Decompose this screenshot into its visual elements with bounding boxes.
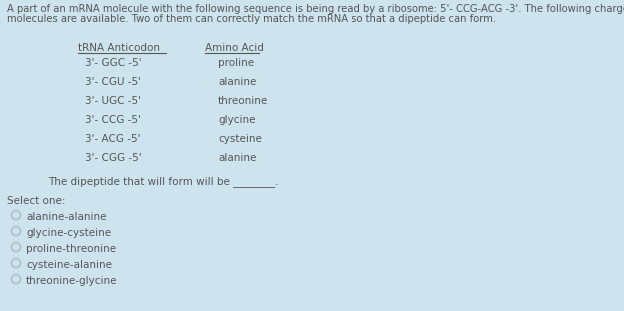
Text: proline-threonine: proline-threonine: [26, 244, 116, 254]
Text: tRNA Anticodon: tRNA Anticodon: [78, 43, 160, 53]
Text: 3'- CGG -5': 3'- CGG -5': [85, 153, 142, 163]
Text: cysteine-alanine: cysteine-alanine: [26, 260, 112, 270]
Text: alanine-alanine: alanine-alanine: [26, 212, 107, 222]
Text: proline: proline: [218, 58, 254, 68]
Text: The dipeptide that will form will be ________.: The dipeptide that will form will be ___…: [48, 176, 278, 187]
Text: threonine-glycine: threonine-glycine: [26, 276, 117, 286]
Text: 3'- ACG -5': 3'- ACG -5': [85, 134, 140, 144]
Text: 3'- CGU -5': 3'- CGU -5': [85, 77, 141, 87]
Text: Amino Acid: Amino Acid: [205, 43, 264, 53]
Text: 3'- GGC -5': 3'- GGC -5': [85, 58, 142, 68]
Text: threonine: threonine: [218, 96, 268, 106]
Text: alanine: alanine: [218, 77, 256, 87]
Text: cysteine: cysteine: [218, 134, 262, 144]
Text: molecules are available. Two of them can correctly match the mRNA so that a dipe: molecules are available. Two of them can…: [7, 14, 496, 24]
Text: glycine: glycine: [218, 115, 255, 125]
Text: 3'- UGC -5': 3'- UGC -5': [85, 96, 141, 106]
Text: A part of an mRNA molecule with the following sequence is being read by a riboso: A part of an mRNA molecule with the foll…: [7, 4, 624, 14]
Text: alanine: alanine: [218, 153, 256, 163]
Text: 3'- CCG -5': 3'- CCG -5': [85, 115, 141, 125]
Text: Select one:: Select one:: [7, 196, 66, 206]
Text: glycine-cysteine: glycine-cysteine: [26, 228, 111, 238]
